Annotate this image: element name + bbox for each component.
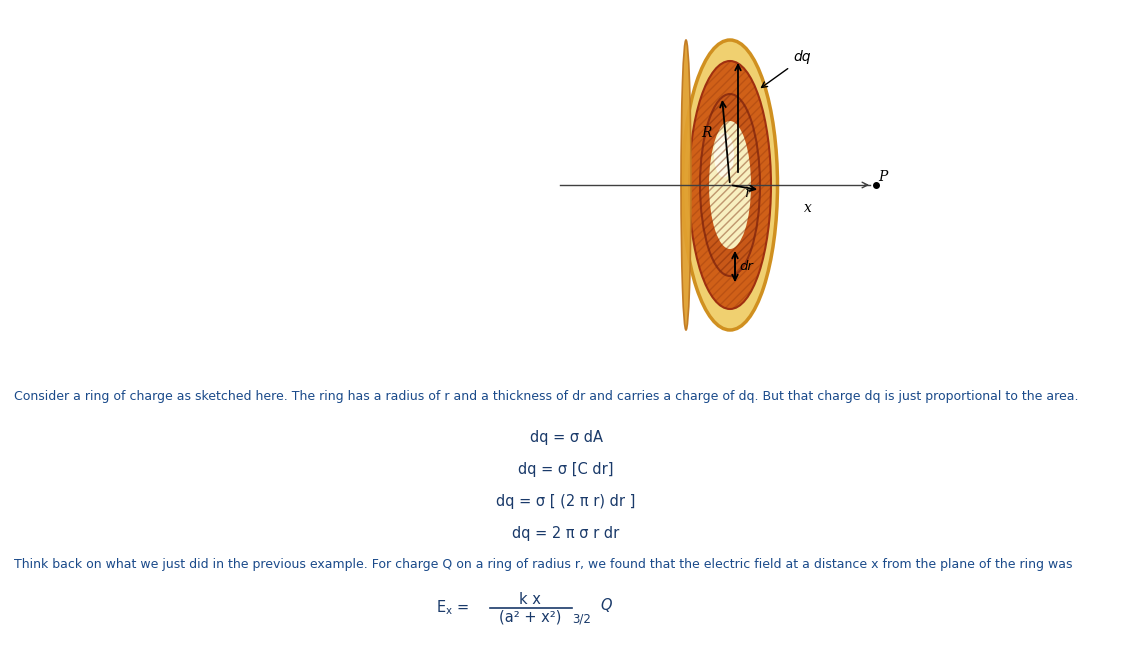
Ellipse shape [714, 132, 734, 177]
Text: dq = σ [C dr]: dq = σ [C dr] [518, 462, 614, 477]
Text: dq = σ dA: dq = σ dA [530, 430, 602, 445]
Ellipse shape [683, 40, 778, 330]
Ellipse shape [700, 94, 760, 276]
Ellipse shape [709, 121, 751, 249]
Text: R: R [702, 126, 712, 140]
Text: P: P [878, 170, 887, 184]
Text: dq: dq [794, 50, 811, 64]
Text: Q: Q [600, 598, 611, 613]
Text: dr: dr [739, 261, 753, 273]
Text: x: x [804, 201, 812, 215]
Text: Consider a ring of charge as sketched here. The ring has a radius of r and a thi: Consider a ring of charge as sketched he… [14, 390, 1079, 403]
Text: r: r [744, 186, 751, 200]
Text: $\mathregular{E_x}$ =: $\mathregular{E_x}$ = [436, 598, 469, 617]
Text: dq = σ [ (2 π r) dr ]: dq = σ [ (2 π r) dr ] [496, 494, 636, 509]
Text: k x: k x [520, 592, 541, 607]
Ellipse shape [689, 61, 771, 309]
Text: Think back on what we just did in the previous example. For charge Q on a ring o: Think back on what we just did in the pr… [14, 558, 1072, 571]
Text: 3/2: 3/2 [572, 612, 591, 625]
Text: (a² + x²): (a² + x²) [499, 610, 561, 625]
Ellipse shape [681, 40, 691, 330]
Text: dq = 2 π σ r dr: dq = 2 π σ r dr [513, 526, 619, 541]
